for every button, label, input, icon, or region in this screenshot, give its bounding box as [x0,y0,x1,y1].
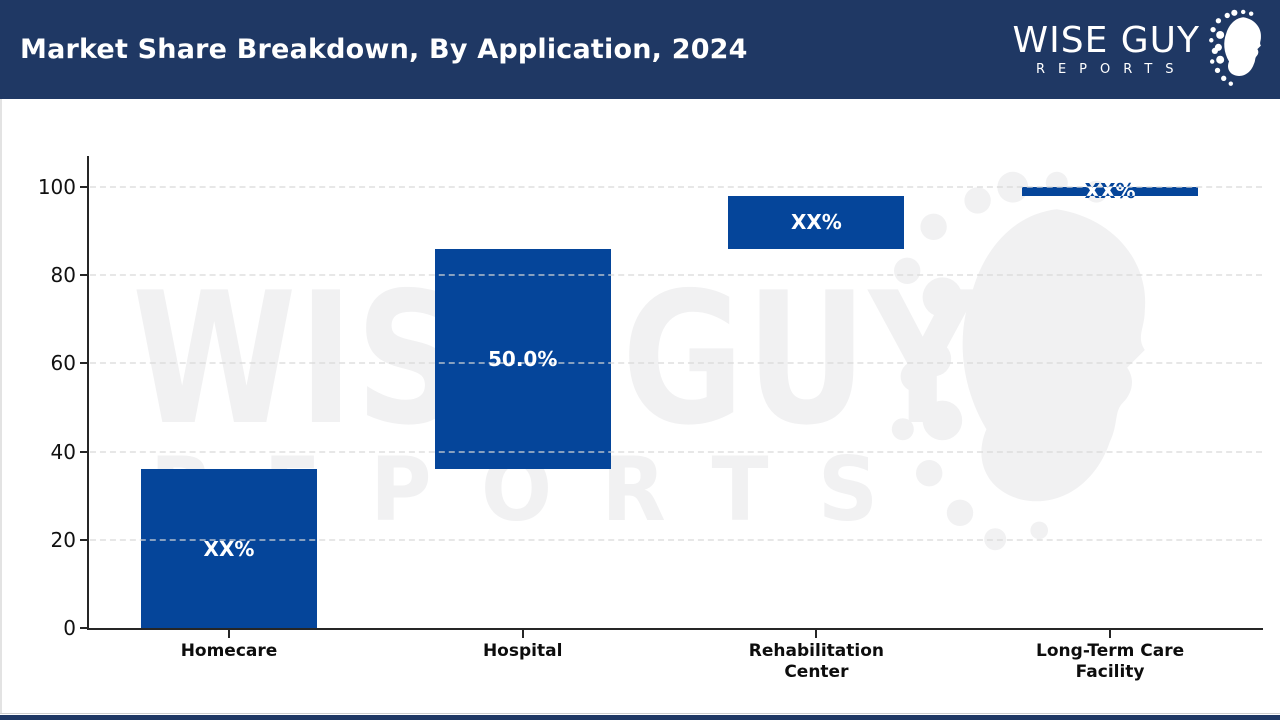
y-tick-mark [80,362,88,365]
watermark-head-icon [887,171,1146,551]
bar-label-rehabilitation-center: XX% [790,210,842,235]
x-tick-mark [521,630,524,638]
x-tick-label-line: Rehabilitation [748,641,884,661]
page-title: Market Share Breakdown, By Application, … [20,34,748,65]
bar-long-term-care-facility [1022,187,1199,196]
y-tick-label: 40 [50,439,76,464]
x-tick-label-line: Facility [1075,662,1145,682]
bar-label-long-term-care-facility: XX% [1084,179,1136,204]
bar-label-hospital: 50.0% [487,346,558,371]
x-tick-label-rehabilitation-center: Rehabilitation Center [666,641,966,683]
bar-rehabilitation-center [728,195,905,249]
y-tick-label: 100 [37,175,76,199]
x-tick-mark [1109,630,1112,638]
x-tick-label-line: Center [784,662,849,682]
x-tick-label-hospital: Hospital [373,641,673,662]
left-edge-line [0,99,2,714]
brand-name: WISE GUY [1012,20,1200,61]
bar-homecare [141,469,317,628]
wiseguy-head-icon [1209,9,1261,86]
brand-logo-text: WISE GUY REPORTS [1012,20,1201,77]
y-tick-mark [80,538,88,541]
x-tick-mark [228,630,230,638]
y-tick-label: 80 [50,263,76,288]
x-axis-spine [87,628,1263,630]
y-tick-label: 0 [63,616,76,640]
gridline [90,274,1262,277]
y-tick-label: 60 [50,351,76,376]
gridline [90,186,1262,188]
x-tick-label-line: Long-Term Care [1036,641,1185,661]
bar-label-homecare: XX% [203,536,255,561]
x-tick-label-line: Hospital [482,641,563,661]
y-tick-mark [80,274,88,277]
x-tick-mark [815,630,818,638]
gridline [90,538,1262,541]
y-axis-spine [87,156,89,630]
header-bar: Market Share Breakdown, By Application, … [0,0,1280,99]
y-tick-label: 20 [50,527,76,552]
y-tick-mark [80,186,88,188]
brand-logo: WISE GUY REPORTS [1013,0,1269,99]
gridline [90,450,1262,453]
gridline [90,362,1262,365]
brand-subname: REPORTS [1035,62,1187,77]
x-tick-label-line: Homecare [180,641,278,661]
y-tick-mark [80,450,88,453]
footer-bar [0,715,1280,720]
footer-divider [0,713,1280,714]
bar-hospital [434,248,611,470]
y-tick-mark [80,627,88,629]
x-tick-label-homecare: Homecare [79,641,379,662]
x-tick-label-long-term-care-facility: Long-Term Care Facility [960,641,1260,683]
